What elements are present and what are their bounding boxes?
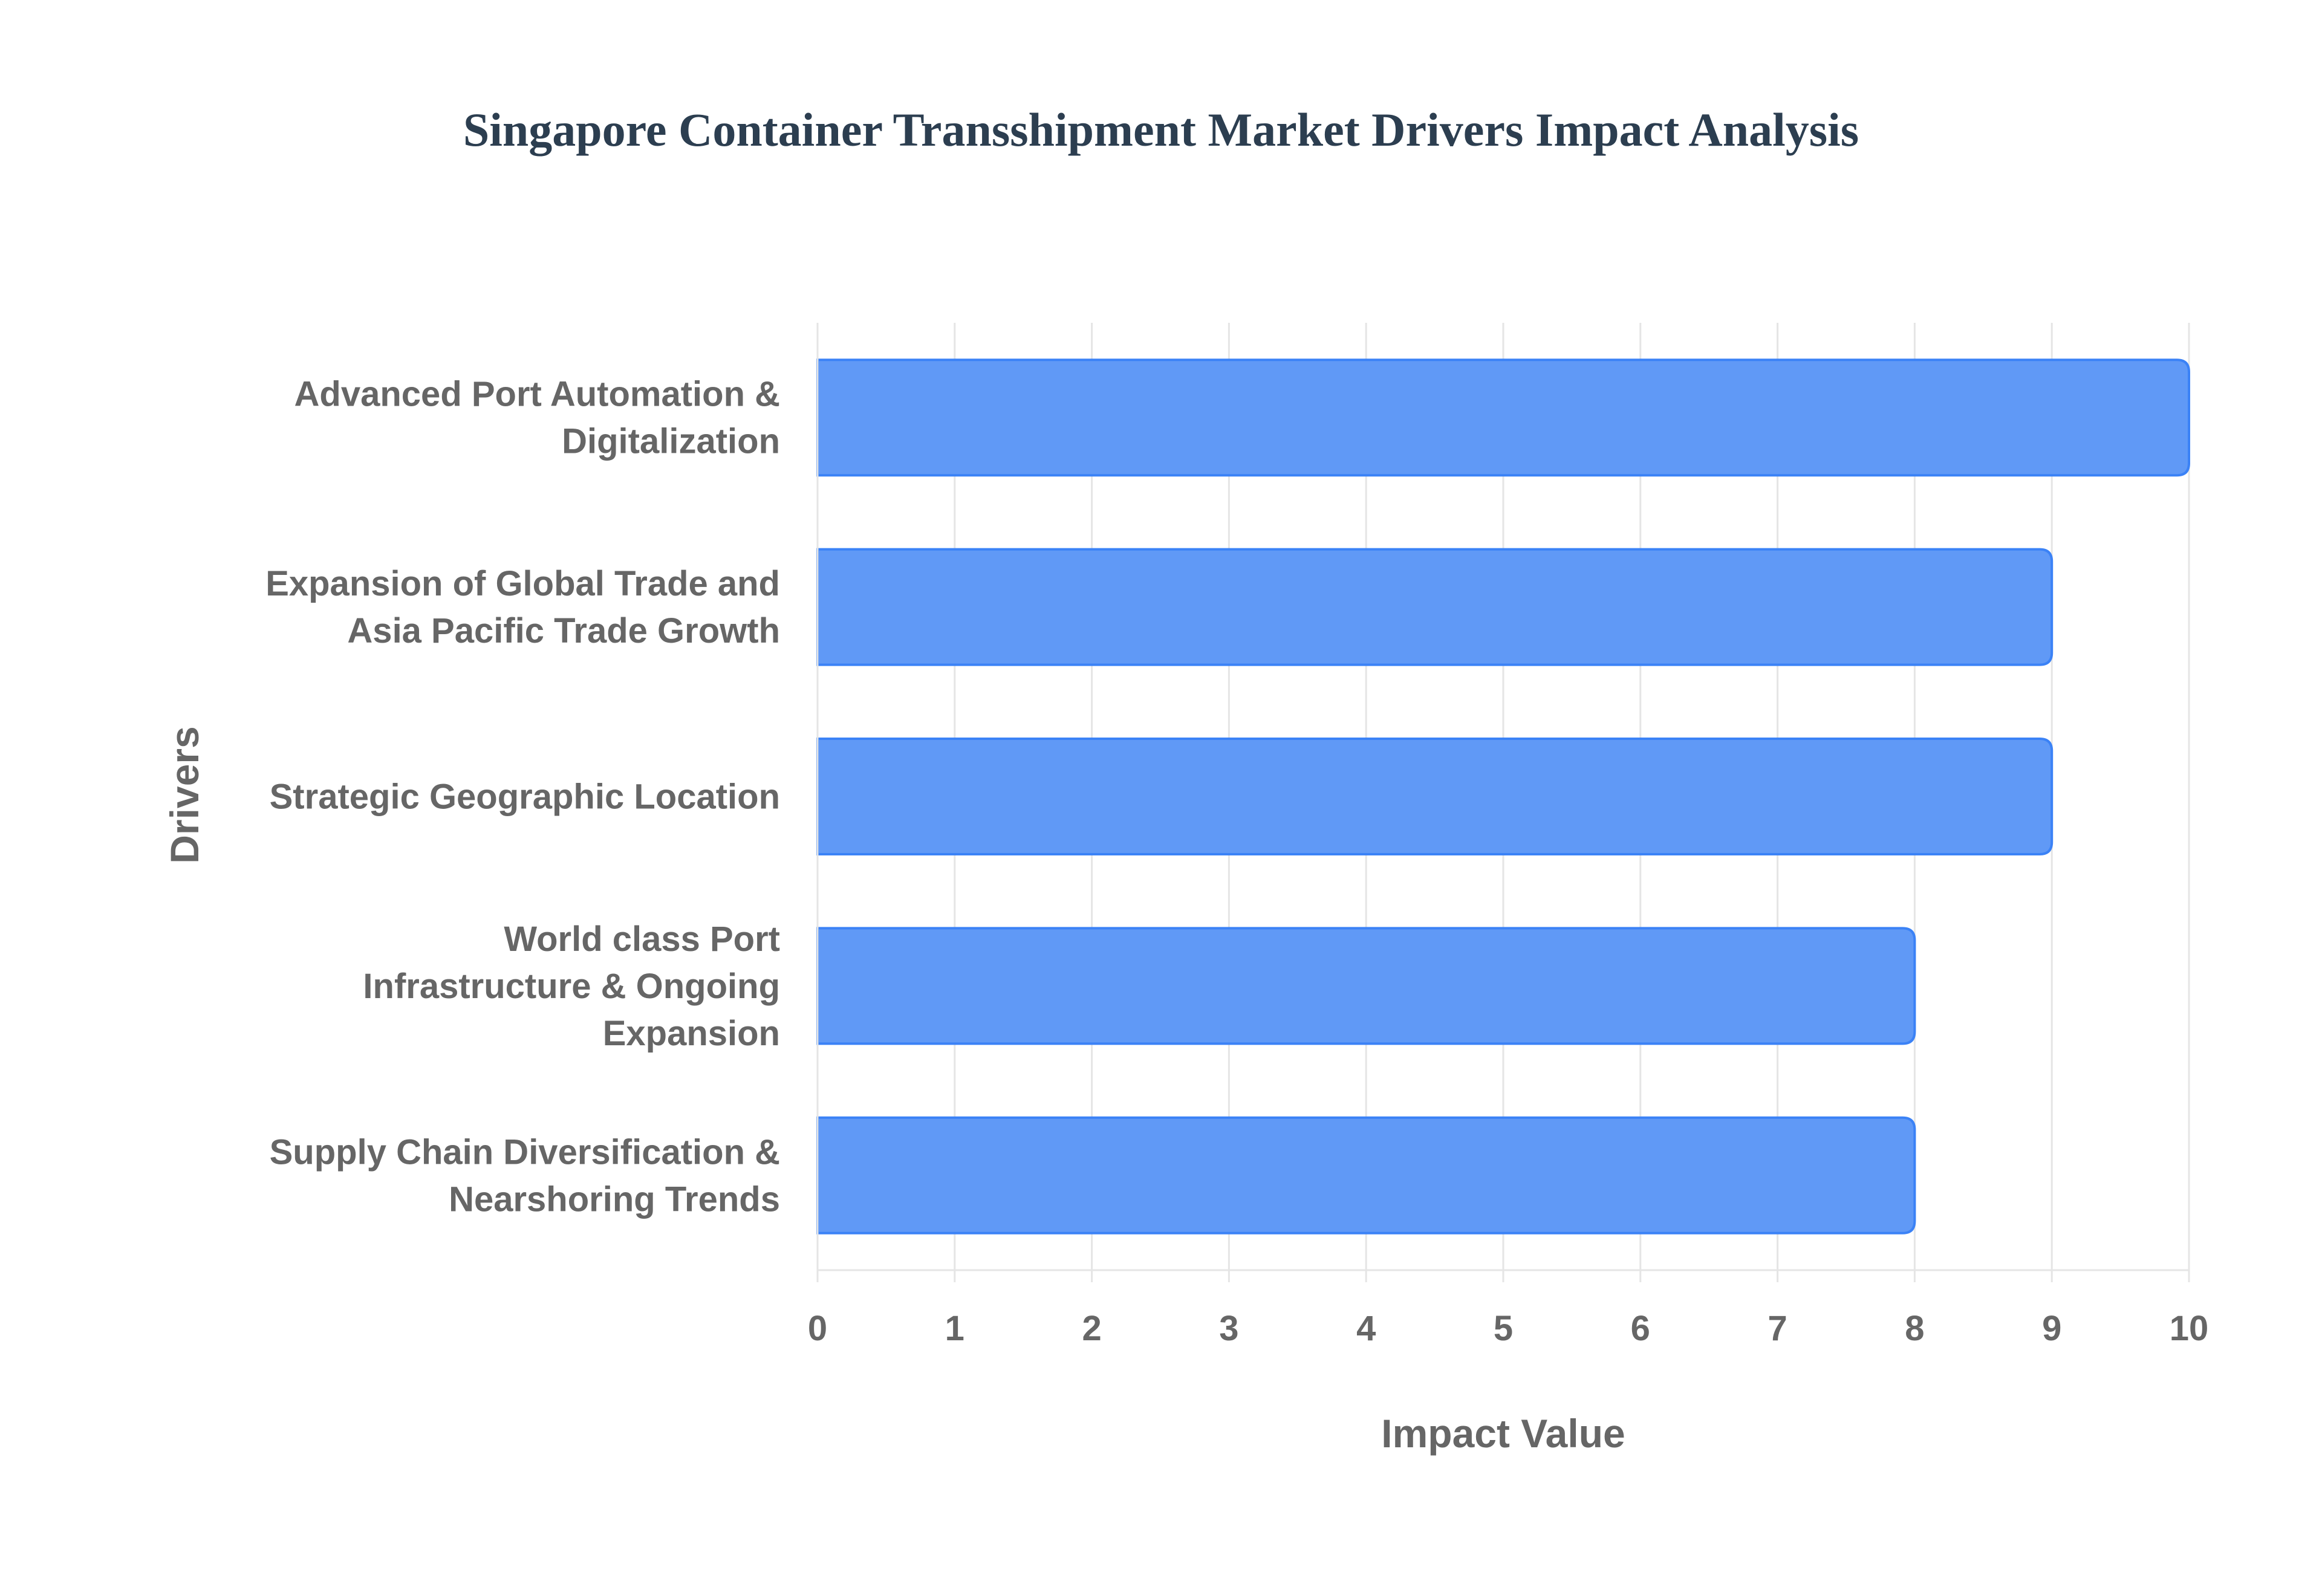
bar[interactable] bbox=[816, 358, 2190, 477]
x-axis-title: Impact Value bbox=[1381, 1411, 1625, 1456]
bar[interactable] bbox=[816, 738, 2054, 855]
bar[interactable] bbox=[816, 548, 2054, 666]
x-tick-label: 8 bbox=[1905, 1309, 1924, 1348]
x-tick-label: 0 bbox=[808, 1309, 827, 1348]
x-tick-label: 1 bbox=[945, 1309, 964, 1348]
x-tick-label: 2 bbox=[1082, 1309, 1101, 1348]
x-tick-label: 10 bbox=[2170, 1309, 2209, 1348]
x-tick-label: 5 bbox=[1494, 1309, 1513, 1348]
x-tick-label: 9 bbox=[2042, 1309, 2061, 1348]
y-category-label: World class Port Infrastructure & Ongoing… bbox=[363, 920, 780, 1053]
y-axis-labels: Advanced Port Automation & Digitalization… bbox=[265, 375, 780, 1219]
y-axis-title: Drivers bbox=[162, 726, 207, 864]
x-tick-label: 6 bbox=[1631, 1309, 1650, 1348]
y-category-label: Supply Chain Diversification & Nearshorin… bbox=[270, 1132, 780, 1219]
x-tick-label: 7 bbox=[1768, 1309, 1787, 1348]
x-tick-label: 4 bbox=[1356, 1309, 1376, 1348]
y-category-label: Expansion of Global Trade and Asia Pacifi… bbox=[265, 564, 780, 650]
bar[interactable] bbox=[816, 927, 1916, 1045]
y-category-label: Strategic Geographic Location bbox=[270, 777, 780, 817]
bar[interactable] bbox=[816, 1116, 1916, 1234]
chart-title: Singapore Container Transshipment Market… bbox=[463, 103, 1859, 156]
bars bbox=[816, 358, 2190, 1234]
x-tick-label: 3 bbox=[1219, 1309, 1238, 1348]
x-axis: 0 1 2 3 4 5 6 7 8 9 10 bbox=[808, 323, 2208, 1348]
y-category-label: Advanced Port Automation & Digitalization bbox=[294, 375, 780, 461]
